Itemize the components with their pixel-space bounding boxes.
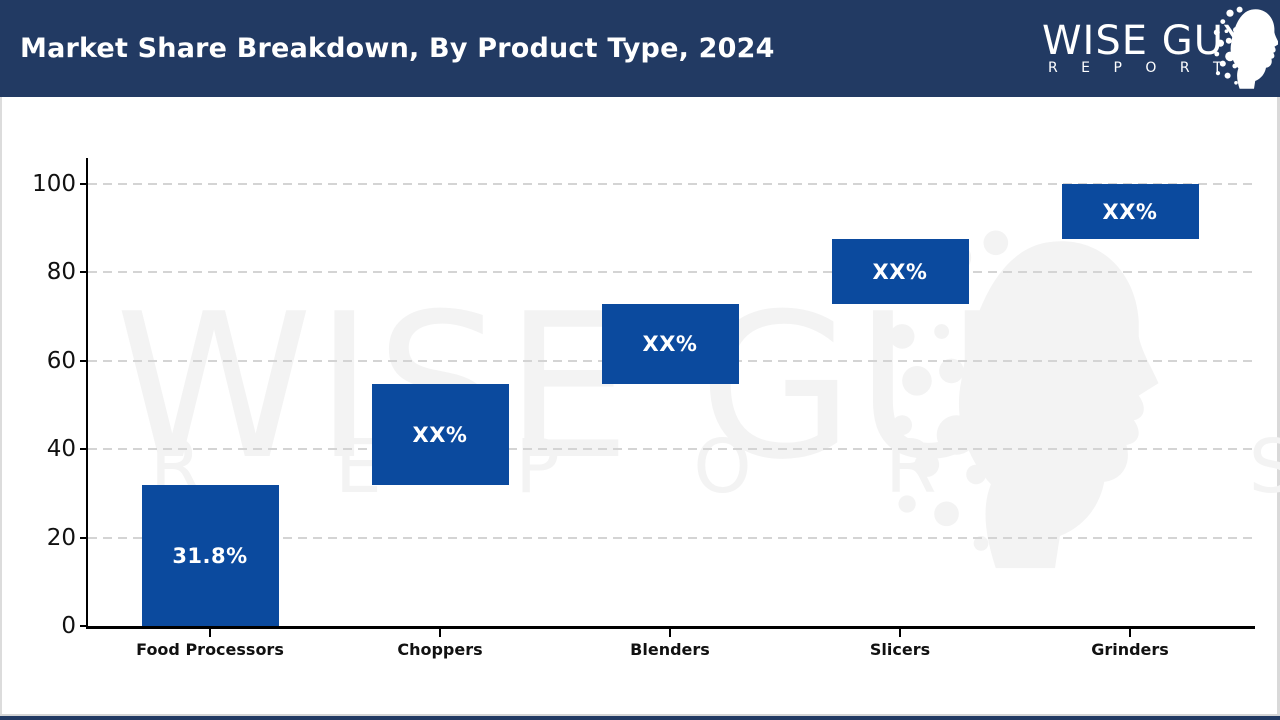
y-axis-label: 100 [32,171,76,197]
y-axis-label: 0 [61,613,76,639]
content-border-left [0,97,2,716]
y-axis-tick [80,625,87,627]
gridline [88,271,1255,274]
y-axis-tick [80,183,87,185]
x-axis-tick [209,629,211,637]
watermark-head-icon [889,230,1159,569]
content-border-right [1277,97,1280,716]
header-band: Market Share Breakdown, By Product Type,… [0,0,1280,97]
x-axis-label: Slicers [869,640,931,659]
y-axis-label: 60 [46,347,76,374]
y-axis-tick [80,536,87,539]
y-axis-label: 20 [46,524,76,551]
gridline [88,183,1255,185]
x-axis-label: Blenders [630,640,710,659]
logo-subtitle: R E P O R T S [1048,60,1264,76]
y-axis-tick [80,359,87,362]
x-axis-label: Grinders [1091,640,1169,659]
bar: XX% [601,303,739,384]
gridline [88,448,1255,451]
content-border-bottom [0,714,1280,716]
gridline [88,536,1255,539]
y-axis-label: 80 [46,259,76,286]
wiseguy-logo: WISE GUY R E P O R T S [1040,0,1280,97]
x-axis-label: Choppers [397,640,483,659]
bar: XX% [371,383,509,486]
bar-value-label: XX% [872,259,928,284]
x-axis-tick [669,629,671,637]
y-axis-tick [80,448,87,451]
bar: 31.8% [141,485,279,626]
y-axis-tick [80,271,87,274]
y-axis-line [86,158,88,628]
bar: XX% [1061,184,1199,240]
bar: XX% [831,239,969,304]
x-axis-tick [439,629,441,637]
x-axis-label: Food Processors [136,640,284,659]
x-axis-tick [899,629,901,637]
bar-value-label: 31.8% [172,543,248,568]
bar-value-label: XX% [1102,199,1158,224]
footer-band [0,716,1280,720]
bar-value-label: XX% [412,422,468,447]
bar-value-label: XX% [642,331,698,356]
wiseguy-head-icon [1213,6,1278,89]
y-axis-label: 40 [46,436,76,463]
x-axis-tick [1129,629,1131,637]
x-axis-line [86,626,1255,629]
logo-wordmark: WISE GUY [1042,18,1250,64]
chart-title: Market Share Breakdown, By Product Type,… [20,33,775,64]
